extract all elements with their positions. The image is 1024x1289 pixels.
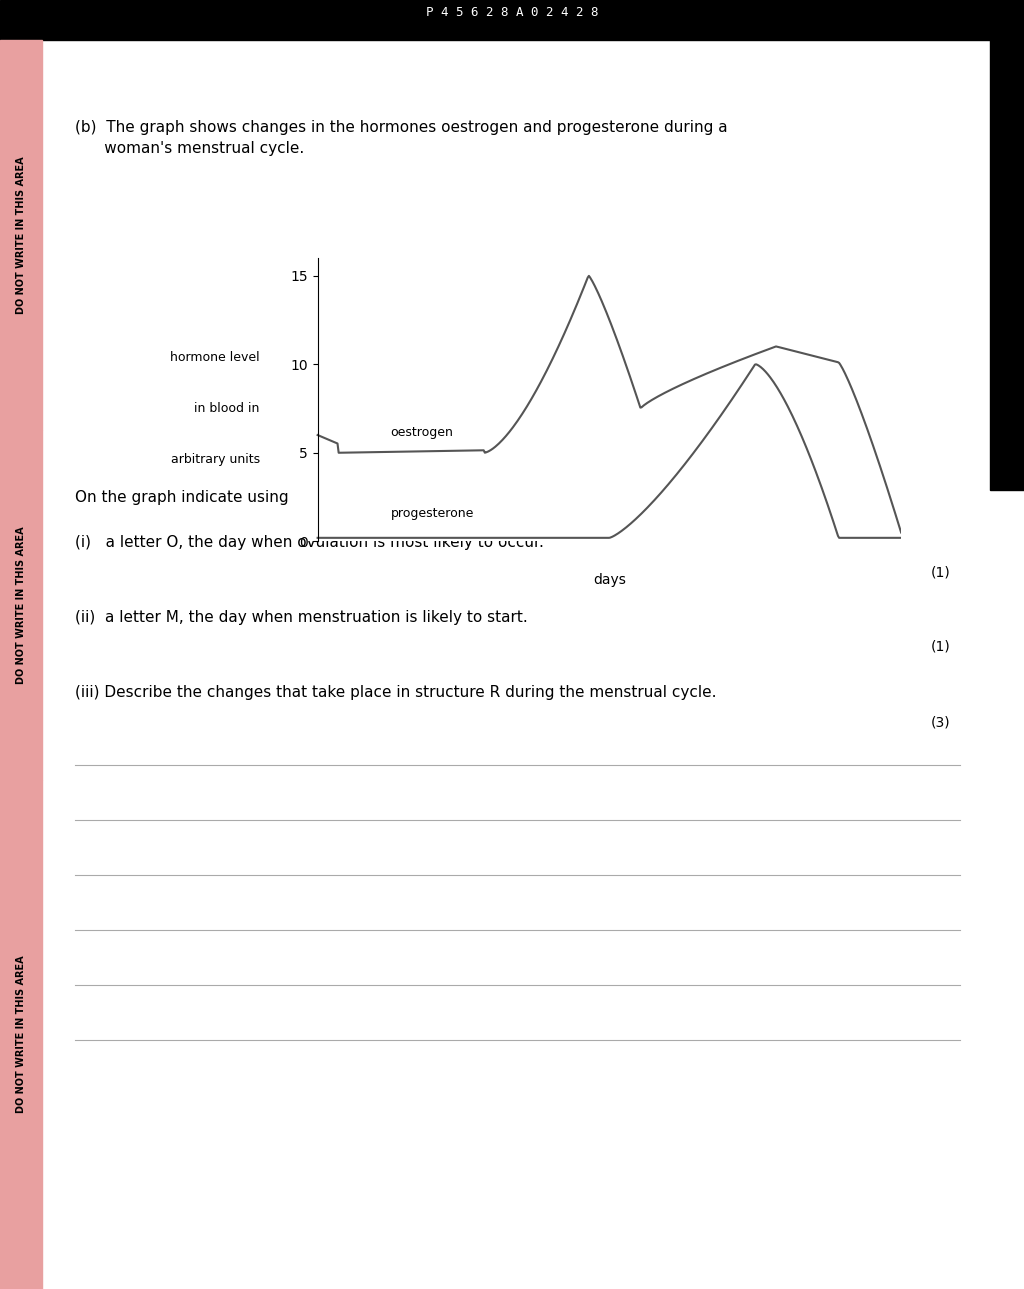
Bar <box>0 0 1024 40</box>
Text: DO NOT WRITE IN THIS AREA: DO NOT WRITE IN THIS AREA <box>16 156 26 313</box>
Text: days: days <box>593 574 626 588</box>
Bar <box>0 431 42 780</box>
Text: (b)  The graph shows changes in the hormones oestrogen and progesterone during a: (b) The graph shows changes in the hormo… <box>75 120 728 156</box>
Text: DO NOT WRITE IN THIS AREA: DO NOT WRITE IN THIS AREA <box>16 526 26 683</box>
Text: (3): (3) <box>931 715 950 730</box>
Text: in blood in: in blood in <box>195 402 260 415</box>
Text: (1): (1) <box>930 641 950 654</box>
Text: (1): (1) <box>930 565 950 579</box>
Text: DO NOT WRITE IN THIS AREA: DO NOT WRITE IN THIS AREA <box>16 955 26 1114</box>
Bar <box>0 780 42 1289</box>
Text: On the graph indicate using: On the graph indicate using <box>75 490 289 505</box>
Text: (iii) Describe the changes that take place in structure R during the menstrual c: (iii) Describe the changes that take pla… <box>75 684 717 700</box>
Text: arbitrary units: arbitrary units <box>171 452 260 465</box>
Text: progesterone: progesterone <box>390 507 474 519</box>
Text: (i)   a letter O, the day when ovulation is most likely to occur.: (i) a letter O, the day when ovulation i… <box>75 535 544 550</box>
Bar <box>990 40 1024 490</box>
Text: hormone level: hormone level <box>170 351 260 363</box>
Text: oestrogen: oestrogen <box>390 425 454 438</box>
Text: P 4 5 6 2 8 A 0 2 4 2 8: P 4 5 6 2 8 A 0 2 4 2 8 <box>426 5 598 18</box>
Text: (ii)  a letter M, the day when menstruation is likely to start.: (ii) a letter M, the day when menstruati… <box>75 610 527 625</box>
Bar <box>0 40 42 431</box>
